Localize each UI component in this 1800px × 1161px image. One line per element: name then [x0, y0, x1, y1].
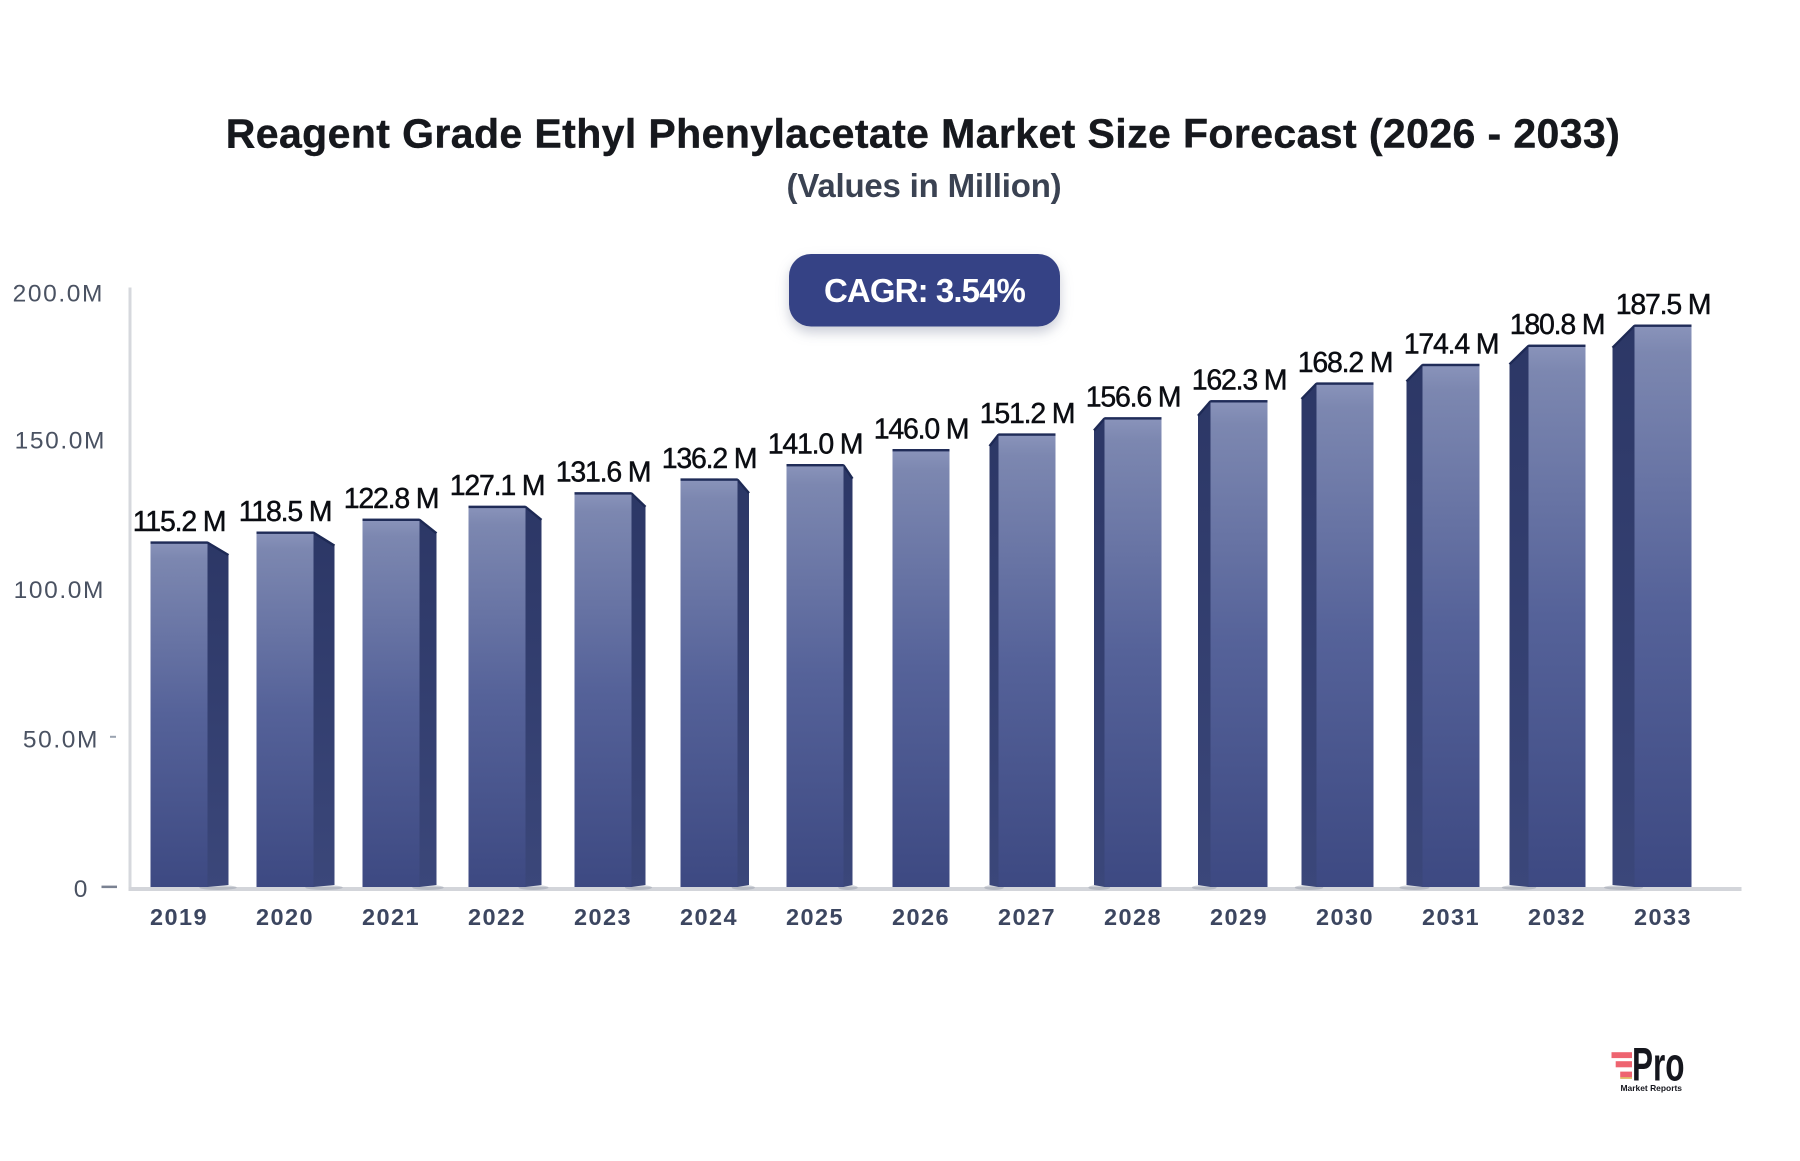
svg-text:2032: 2032: [1528, 904, 1586, 930]
svg-text:2029: 2029: [1210, 904, 1268, 930]
svg-text:168.2 M: 168.2 M: [1298, 347, 1393, 379]
svg-text:(Values in Million): (Values in Million): [787, 167, 1062, 204]
svg-text:136.2 M: 136.2 M: [662, 443, 757, 475]
svg-text:2027: 2027: [998, 904, 1056, 930]
svg-text:100.0M: 100.0M: [14, 577, 105, 604]
svg-text:174.4 M: 174.4 M: [1404, 328, 1499, 360]
svg-text:2028: 2028: [1104, 904, 1162, 930]
svg-text:200.0M: 200.0M: [13, 281, 104, 308]
svg-text:2020: 2020: [256, 904, 314, 930]
svg-text:Market Reports: Market Reports: [1621, 1083, 1683, 1093]
svg-text:156.6 M: 156.6 M: [1086, 382, 1181, 414]
svg-text:2024: 2024: [680, 904, 738, 930]
svg-text:2022: 2022: [468, 904, 526, 930]
svg-text:180.8 M: 180.8 M: [1510, 309, 1605, 341]
svg-text:Reagent Grade Ethyl Phenylacet: Reagent Grade Ethyl Phenylacetate Market…: [226, 111, 1620, 157]
svg-text:CAGR: 3.54%: CAGR: 3.54%: [824, 272, 1026, 309]
svg-text:131.6 M: 131.6 M: [556, 457, 651, 489]
svg-text:162.3 M: 162.3 M: [1192, 365, 1287, 397]
svg-text:Pro: Pro: [1632, 1038, 1685, 1091]
svg-text:187.5 M: 187.5 M: [1616, 289, 1711, 321]
svg-text:2021: 2021: [362, 904, 420, 930]
svg-text:118.5 M: 118.5 M: [239, 496, 331, 528]
svg-text:2019: 2019: [150, 904, 208, 930]
svg-text:2023: 2023: [574, 904, 632, 930]
svg-text:150.0M: 150.0M: [15, 428, 106, 455]
svg-text:50.0M: 50.0M: [23, 727, 99, 754]
svg-text:2033: 2033: [1634, 904, 1692, 930]
svg-text:2031: 2031: [1422, 904, 1480, 930]
svg-text:146.0 M: 146.0 M: [874, 414, 969, 446]
svg-text:151.2 M: 151.2 M: [980, 398, 1075, 430]
svg-text:2026: 2026: [892, 904, 950, 930]
svg-text:115.2 M: 115.2 M: [133, 506, 225, 538]
svg-text:2030: 2030: [1316, 904, 1374, 930]
svg-text:122.8 M: 122.8 M: [344, 483, 439, 515]
svg-text:141.0 M: 141.0 M: [768, 429, 863, 461]
svg-text:0: 0: [74, 876, 89, 903]
svg-text:2025: 2025: [786, 904, 844, 930]
svg-text:127.1 M: 127.1 M: [450, 470, 545, 502]
